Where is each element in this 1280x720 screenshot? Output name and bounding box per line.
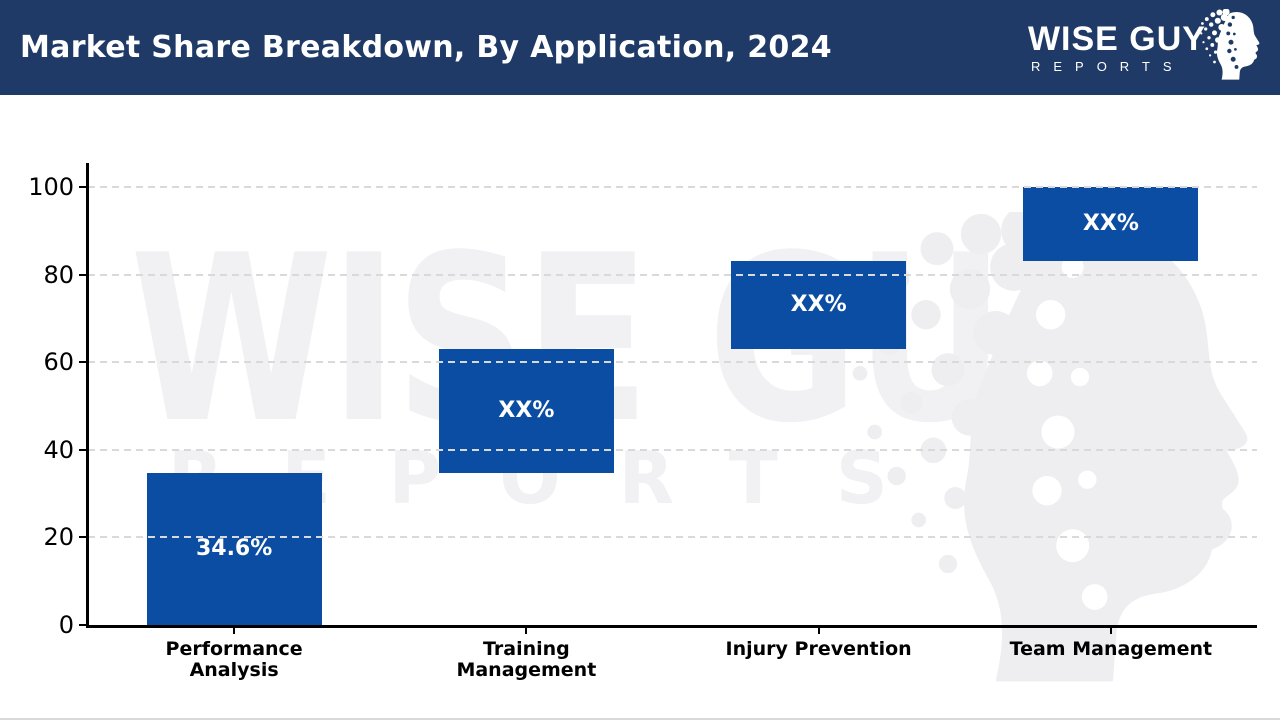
- logo-wordmark: WISE GUY: [1027, 20, 1206, 58]
- x-axis-category-label: Injury Prevention: [679, 639, 959, 660]
- chart-title: Market Share Breakdown, By Application, …: [20, 30, 832, 65]
- header-bar: Market Share Breakdown, By Application, …: [0, 0, 1280, 95]
- x-axis-category-label: Team Management: [971, 639, 1251, 660]
- y-axis-line: [86, 163, 89, 627]
- category-label-line: Team Management: [1009, 638, 1213, 660]
- wiseguy-face-icon: [1198, 8, 1264, 86]
- category-label-line: Management: [456, 659, 597, 681]
- bar-value-label: 34.6%: [195, 536, 273, 562]
- bar-value-label: XX%: [498, 398, 555, 424]
- wiseguy-logo: WISE GUY REPORTS: [1028, 8, 1264, 86]
- x-axis-tick: [233, 627, 236, 634]
- category-label-line: Performance: [165, 638, 303, 660]
- chart-bar-injury-prevention: [731, 261, 907, 350]
- y-axis-tick: [79, 448, 87, 451]
- y-axis-tick: [79, 361, 87, 364]
- logo-reports-text: REPORTS: [1030, 59, 1185, 74]
- y-axis-tick-label: 0: [58, 611, 74, 639]
- x-axis-tick: [817, 627, 820, 634]
- bar-value-label: XX%: [790, 292, 847, 318]
- category-label-line: Analysis: [189, 659, 279, 681]
- y-gridline: [88, 186, 1257, 188]
- y-axis-tick: [79, 536, 87, 539]
- category-label-line: Injury Prevention: [725, 638, 912, 660]
- wiseguy-logo-text: WISE GUY REPORTS: [1028, 22, 1206, 73]
- y-axis-tick-label: 100: [28, 173, 74, 201]
- y-axis-tick: [79, 186, 87, 188]
- y-axis-tick-label: 20: [43, 523, 74, 552]
- y-axis-tick-label: 40: [43, 435, 74, 464]
- x-axis-category-label: Performance Analysis: [94, 639, 374, 681]
- y-gridline: [88, 361, 1257, 364]
- x-axis-tick: [525, 627, 528, 634]
- x-axis-line: [86, 625, 1257, 628]
- bar-value-label: XX%: [1082, 211, 1139, 237]
- y-gridline: [88, 448, 1257, 451]
- category-label-line: Training: [483, 638, 570, 660]
- y-gridline: [88, 536, 1257, 539]
- chart-bar-performance-analysis: [146, 473, 322, 625]
- x-axis-tick: [1109, 627, 1112, 634]
- y-axis-tick-label: 80: [43, 260, 74, 289]
- y-axis-tick-label: 60: [43, 348, 74, 377]
- watermark-face-icon: [838, 206, 1278, 700]
- y-gridline: [88, 273, 1257, 276]
- x-axis-category-label: Training Management: [386, 639, 666, 681]
- y-axis-tick: [79, 273, 87, 276]
- chart-bar-team-management: [1023, 187, 1199, 262]
- y-axis-tick: [79, 624, 87, 626]
- chart-bar-training-management: [438, 349, 614, 474]
